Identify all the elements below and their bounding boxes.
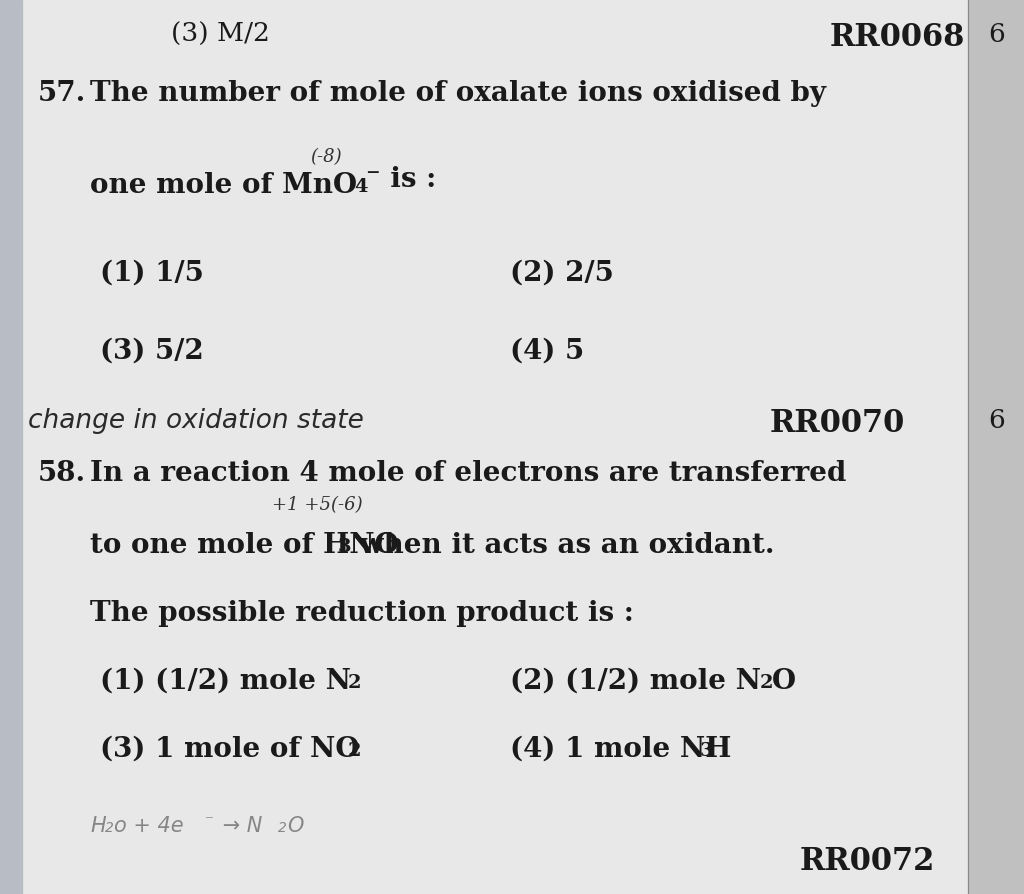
Text: +1 +5(-6): +1 +5(-6) <box>272 496 362 514</box>
Text: (4) 5: (4) 5 <box>510 338 585 365</box>
Text: RR0070: RR0070 <box>770 408 905 439</box>
Text: (1) 1/5: (1) 1/5 <box>100 260 204 287</box>
Text: change in oxidation state: change in oxidation state <box>28 408 364 434</box>
Text: (3) 5/2: (3) 5/2 <box>100 338 204 365</box>
Text: (1) (1/2) mole N: (1) (1/2) mole N <box>100 668 351 695</box>
Text: to one mole of HNO: to one mole of HNO <box>90 532 398 559</box>
Text: 6: 6 <box>988 22 1006 47</box>
Text: (4) 1 mole NH: (4) 1 mole NH <box>510 736 731 763</box>
Text: 2: 2 <box>348 742 361 760</box>
Text: H: H <box>90 816 105 836</box>
Text: one mole of MnO: one mole of MnO <box>90 172 357 199</box>
Text: 3: 3 <box>700 742 714 760</box>
Text: 2: 2 <box>105 821 114 835</box>
Text: when it acts as an oxidant.: when it acts as an oxidant. <box>350 532 774 559</box>
Text: (3) M/2: (3) M/2 <box>171 22 269 47</box>
Text: ⁻ is :: ⁻ is : <box>366 166 436 193</box>
Text: The number of mole of oxalate ions oxidised by: The number of mole of oxalate ions oxidi… <box>90 80 826 107</box>
Text: ⁻: ⁻ <box>205 812 214 830</box>
Text: The possible reduction product is :: The possible reduction product is : <box>90 600 634 627</box>
Text: 57.: 57. <box>38 80 86 107</box>
Bar <box>968 0 1024 894</box>
Text: RR0068: RR0068 <box>830 22 966 53</box>
Text: (2) 2/5: (2) 2/5 <box>510 260 613 287</box>
Text: → N: → N <box>216 816 262 836</box>
Bar <box>0 0 22 894</box>
Text: 2: 2 <box>760 674 773 692</box>
Text: 6: 6 <box>988 408 1006 433</box>
Text: 58.: 58. <box>38 460 86 487</box>
Text: In a reaction 4 mole of electrons are transferred: In a reaction 4 mole of electrons are tr… <box>90 460 847 487</box>
Text: O: O <box>772 668 796 695</box>
Text: O: O <box>287 816 303 836</box>
Text: RR0072: RR0072 <box>800 846 935 877</box>
Text: (2) (1/2) mole N: (2) (1/2) mole N <box>510 668 761 695</box>
Text: 2: 2 <box>348 674 361 692</box>
Text: o + 4e: o + 4e <box>114 816 183 836</box>
Text: 4: 4 <box>354 178 368 196</box>
Text: (-8): (-8) <box>310 148 342 166</box>
Text: 3: 3 <box>338 538 351 556</box>
Text: 2: 2 <box>278 821 287 835</box>
Text: (3) 1 mole of NO: (3) 1 mole of NO <box>100 736 359 763</box>
